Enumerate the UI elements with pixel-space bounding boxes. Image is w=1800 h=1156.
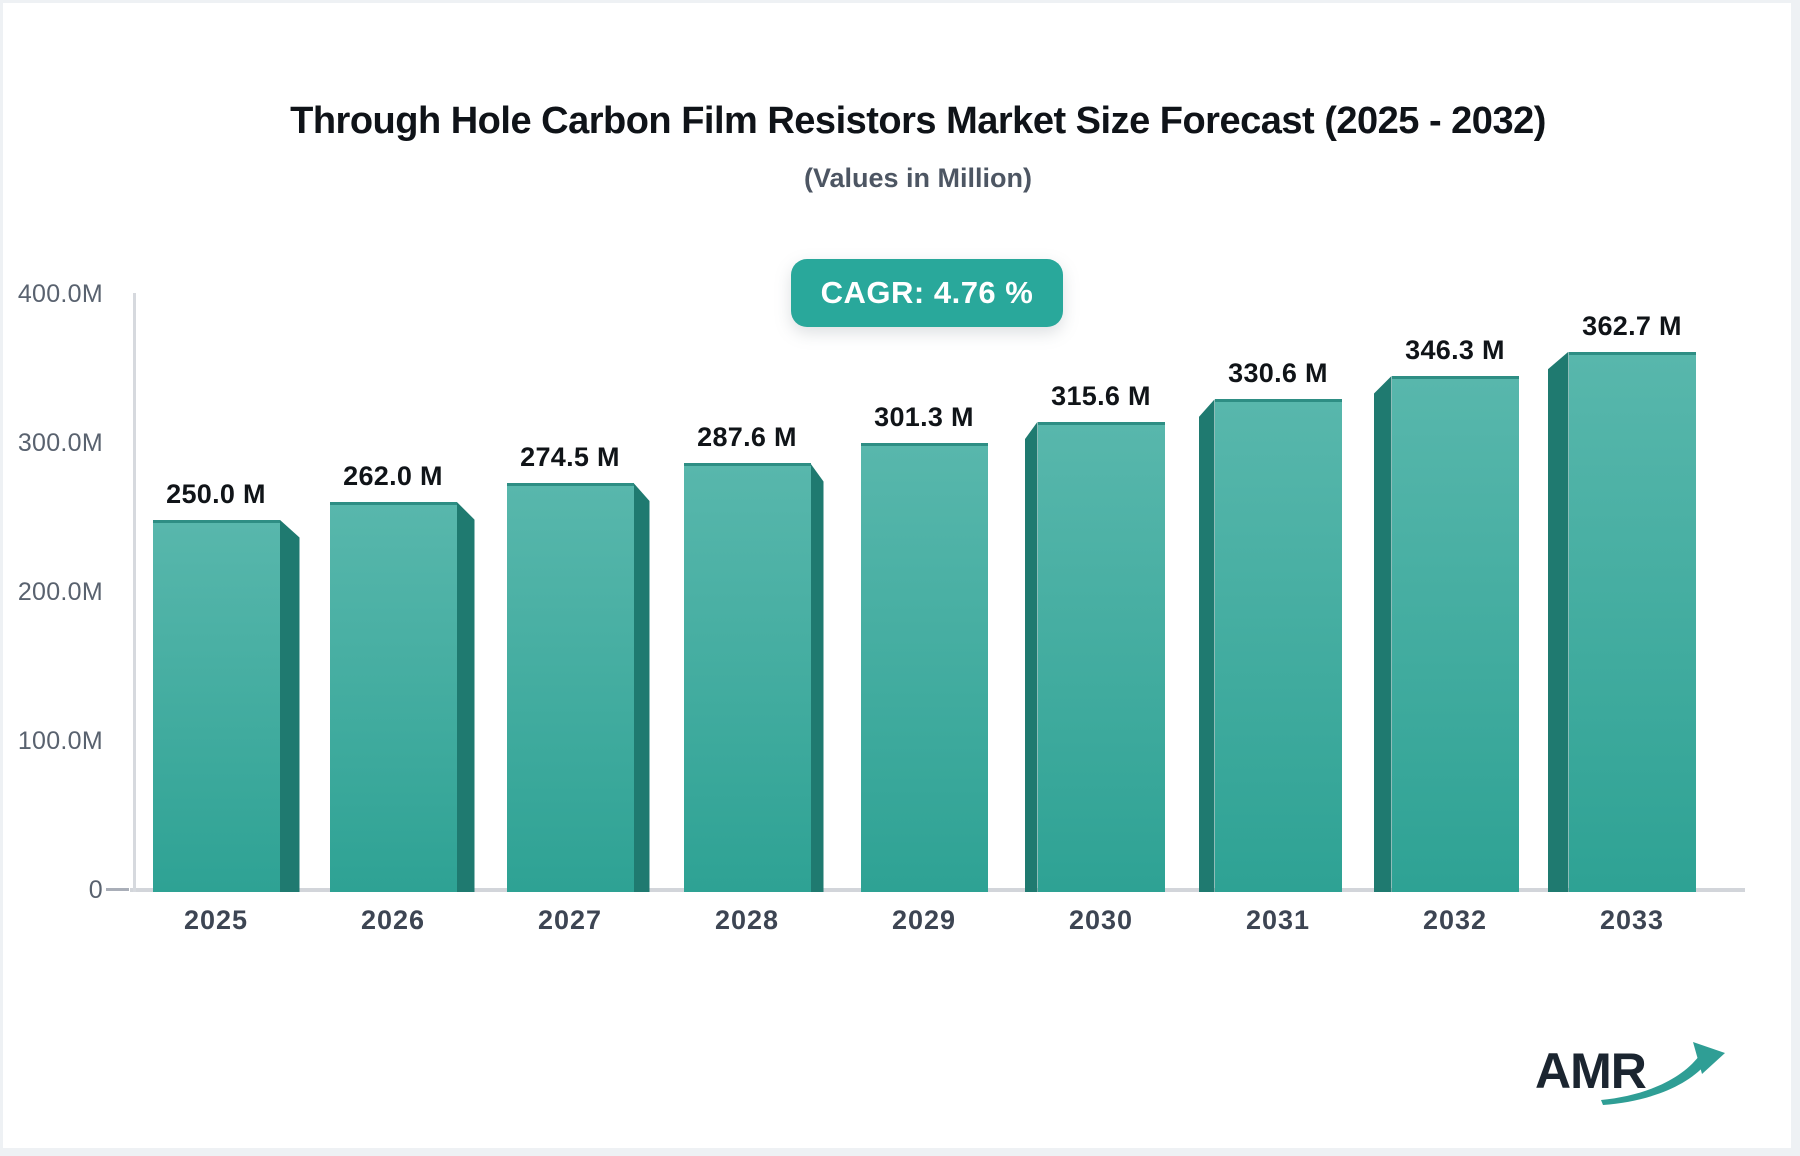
x-tick-label-2027: 2027 — [537, 905, 603, 935]
x-tick-label-2033: 2033 — [1599, 905, 1665, 935]
bar-side-face — [633, 482, 650, 892]
bar-2031 — [1214, 399, 1342, 892]
bar-2030 — [1037, 421, 1165, 892]
bar-side-face — [1024, 421, 1038, 892]
y-tick-label: 300.0M — [17, 429, 103, 457]
bar-2032 — [1391, 376, 1519, 892]
cagr-badge: CAGR: 4.76 % — [791, 259, 1063, 327]
x-tick-label-2030: 2030 — [1068, 905, 1134, 935]
y-tick-label: 200.0M — [17, 578, 103, 606]
bar-value-label: 301.3 M — [874, 402, 974, 433]
bar-2027 — [506, 482, 634, 892]
bar-side-face — [810, 463, 824, 892]
bar-value-label: 287.6 M — [697, 422, 797, 453]
x-tick-label-2025: 2025 — [183, 905, 249, 935]
x-tick-label-2029: 2029 — [891, 905, 957, 935]
bar-value-label: 250.0 M — [166, 478, 266, 509]
y-axis-line — [133, 293, 136, 892]
bar-value-label: 262.0 M — [343, 460, 443, 491]
amr-logo: AMR — [1535, 1036, 1735, 1111]
bar-value-label: 274.5 M — [520, 441, 620, 472]
bar-2033 — [1568, 351, 1696, 892]
bar-2029 — [860, 443, 988, 892]
bar-side-face — [1198, 399, 1215, 892]
bar-value-label: 362.7 M — [1582, 310, 1682, 341]
chart-card: Through Hole Carbon Film Resistors Marke… — [3, 3, 1791, 1148]
bar-side-face — [279, 519, 300, 892]
bar-chart-plot-area: 400.0M 300.0M 200.0M 100.0M 0 250.0 M 262.0 M… — [3, 3, 1791, 1148]
y-tick-label: 0 — [88, 876, 103, 904]
bar-side-face — [1373, 376, 1392, 892]
trend-up-arrow-icon — [1601, 1042, 1725, 1105]
bar-2028 — [683, 463, 811, 892]
y-tick-label: 100.0M — [17, 727, 103, 755]
x-tick-label-2026: 2026 — [360, 905, 426, 935]
amr-logo-text: AMR — [1535, 1043, 1647, 1099]
bar-value-label: 346.3 M — [1405, 335, 1505, 365]
y-tick-label: 400.0M — [17, 280, 103, 308]
bar-side-face — [456, 501, 475, 892]
bar-2026 — [329, 501, 457, 892]
bar-side-face — [1547, 351, 1569, 892]
x-tick-label-2031: 2031 — [1245, 905, 1311, 935]
bar-value-label: 315.6 M — [1051, 380, 1151, 411]
x-tick-label-2028: 2028 — [714, 905, 780, 935]
chart-title: Through Hole Carbon Film Resistors Marke… — [290, 100, 1546, 142]
chart-subtitle: (Values in Million) — [803, 163, 1033, 193]
zero-tick-mark — [106, 888, 129, 891]
x-tick-label-2032: 2032 — [1422, 905, 1488, 935]
bar-2025 — [152, 519, 280, 892]
bar-value-label: 330.6 M — [1228, 358, 1328, 389]
